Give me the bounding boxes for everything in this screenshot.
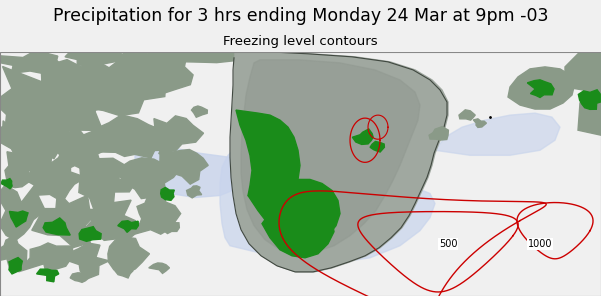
Text: Precipitation for 3 hrs ending Monday 24 Mar at 9pm -03: Precipitation for 3 hrs ending Monday 24… [53, 7, 548, 25]
Polygon shape [0, 110, 85, 176]
Polygon shape [135, 192, 181, 234]
Polygon shape [10, 211, 28, 227]
Polygon shape [37, 269, 59, 282]
Polygon shape [474, 119, 486, 128]
Polygon shape [19, 243, 73, 281]
Polygon shape [43, 218, 70, 235]
Polygon shape [108, 237, 150, 274]
Polygon shape [508, 67, 575, 109]
Polygon shape [435, 113, 560, 155]
Polygon shape [1, 178, 12, 189]
Polygon shape [12, 91, 23, 100]
Polygon shape [79, 158, 135, 214]
Polygon shape [65, 48, 134, 66]
Polygon shape [41, 59, 127, 105]
Polygon shape [79, 227, 101, 241]
Polygon shape [0, 237, 27, 270]
Polygon shape [163, 220, 179, 234]
Polygon shape [160, 187, 174, 200]
Polygon shape [231, 52, 448, 272]
Polygon shape [220, 150, 435, 264]
Polygon shape [0, 86, 76, 159]
Text: 500: 500 [439, 239, 457, 249]
Polygon shape [204, 50, 282, 60]
Polygon shape [0, 53, 58, 75]
Polygon shape [241, 60, 420, 254]
Polygon shape [122, 52, 193, 94]
Polygon shape [135, 140, 255, 197]
Polygon shape [70, 273, 89, 282]
Polygon shape [0, 185, 45, 241]
Text: 1000: 1000 [528, 239, 552, 249]
Polygon shape [578, 90, 601, 109]
Polygon shape [122, 52, 184, 64]
Polygon shape [68, 243, 109, 279]
Polygon shape [236, 110, 300, 204]
Polygon shape [176, 51, 234, 63]
Polygon shape [459, 110, 475, 120]
Polygon shape [115, 265, 133, 278]
Polygon shape [192, 106, 207, 117]
Polygon shape [41, 90, 59, 102]
Polygon shape [186, 186, 202, 198]
Polygon shape [72, 55, 166, 116]
Polygon shape [262, 204, 334, 258]
Polygon shape [32, 192, 93, 247]
Polygon shape [572, 59, 596, 86]
Polygon shape [160, 149, 208, 184]
Polygon shape [159, 146, 172, 156]
Polygon shape [21, 155, 86, 202]
Polygon shape [120, 158, 183, 199]
Polygon shape [578, 80, 601, 135]
Polygon shape [429, 127, 448, 140]
Polygon shape [118, 221, 138, 232]
Polygon shape [81, 200, 138, 240]
Polygon shape [85, 106, 96, 116]
Polygon shape [370, 141, 385, 152]
Polygon shape [0, 121, 10, 139]
Polygon shape [565, 52, 601, 93]
Polygon shape [352, 129, 373, 144]
Polygon shape [144, 116, 204, 151]
Polygon shape [5, 152, 29, 188]
Polygon shape [527, 80, 554, 97]
Text: Freezing level contours: Freezing level contours [223, 35, 378, 48]
Polygon shape [9, 258, 22, 274]
Polygon shape [94, 115, 162, 158]
Polygon shape [149, 263, 169, 274]
Polygon shape [248, 179, 340, 244]
Polygon shape [0, 59, 128, 133]
Polygon shape [50, 122, 111, 177]
